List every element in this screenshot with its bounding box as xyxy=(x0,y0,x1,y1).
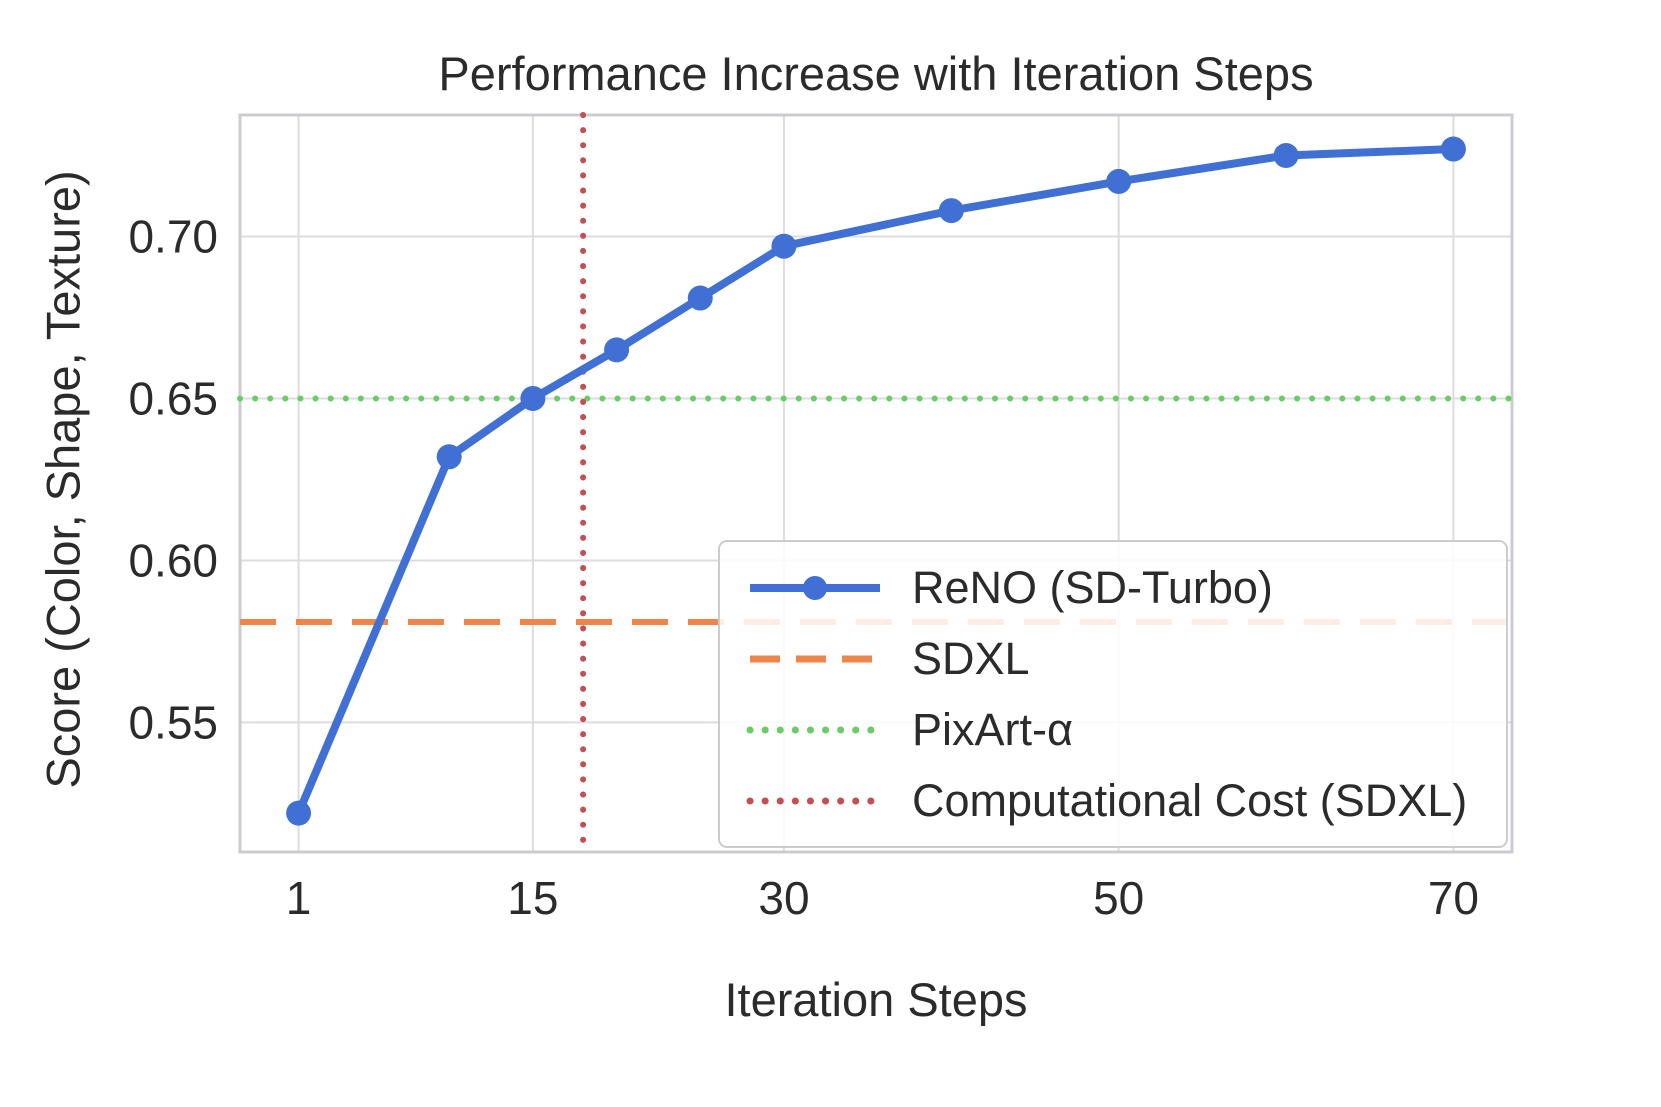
y-tick-label: 0.55 xyxy=(128,696,218,748)
series-marker xyxy=(286,800,312,826)
legend-sample-line xyxy=(750,575,880,600)
legend-label: ReNO (SD-Turbo) xyxy=(912,561,1273,613)
legend-label: SDXL xyxy=(912,632,1030,684)
y-axis-label: Score (Color, Shape, Texture) xyxy=(36,170,90,789)
legend-item: Computational Cost (SDXL) xyxy=(746,775,1480,827)
legend-item: ReNO (SD-Turbo) xyxy=(746,562,1480,614)
plot-border xyxy=(238,113,1514,854)
x-tick-label: 70 xyxy=(1428,872,1479,924)
series-marker xyxy=(687,285,713,311)
x-tick-label: 50 xyxy=(1093,872,1144,924)
x-axis-label: Iteration Steps xyxy=(724,973,1028,1026)
x-tick-label: 30 xyxy=(758,872,809,924)
series-marker xyxy=(1440,136,1466,162)
series-marker xyxy=(771,233,797,259)
x-tick-label: 1 xyxy=(286,872,312,924)
legend-marker xyxy=(803,575,827,600)
legend-item: PixArt-α xyxy=(746,704,1480,756)
legend: ReNO (SD-Turbo) SDXL PixArt-α Computational… xyxy=(718,540,1508,848)
series-marker xyxy=(604,337,630,363)
series-marker xyxy=(1106,168,1132,194)
chart-title: Performance Increase with Iteration Step… xyxy=(438,47,1314,100)
series-marker xyxy=(520,385,546,411)
series-marker xyxy=(938,198,964,224)
legend-sample-line xyxy=(746,797,884,804)
series-line xyxy=(294,145,1458,818)
legend-label: Computational Cost (SDXL) xyxy=(912,774,1468,826)
legend-label: PixArt-α xyxy=(912,703,1074,755)
y-tick-label: 0.65 xyxy=(128,372,218,424)
series-marker xyxy=(1273,142,1299,168)
legend-sample-line xyxy=(750,655,880,662)
legend-item: SDXL xyxy=(746,633,1480,685)
x-tick-label: 15 xyxy=(507,872,558,924)
y-tick-label: 0.70 xyxy=(128,210,218,262)
legend-sample-line xyxy=(746,726,884,733)
series-marker xyxy=(436,444,462,470)
y-tick-label: 0.60 xyxy=(128,534,218,586)
